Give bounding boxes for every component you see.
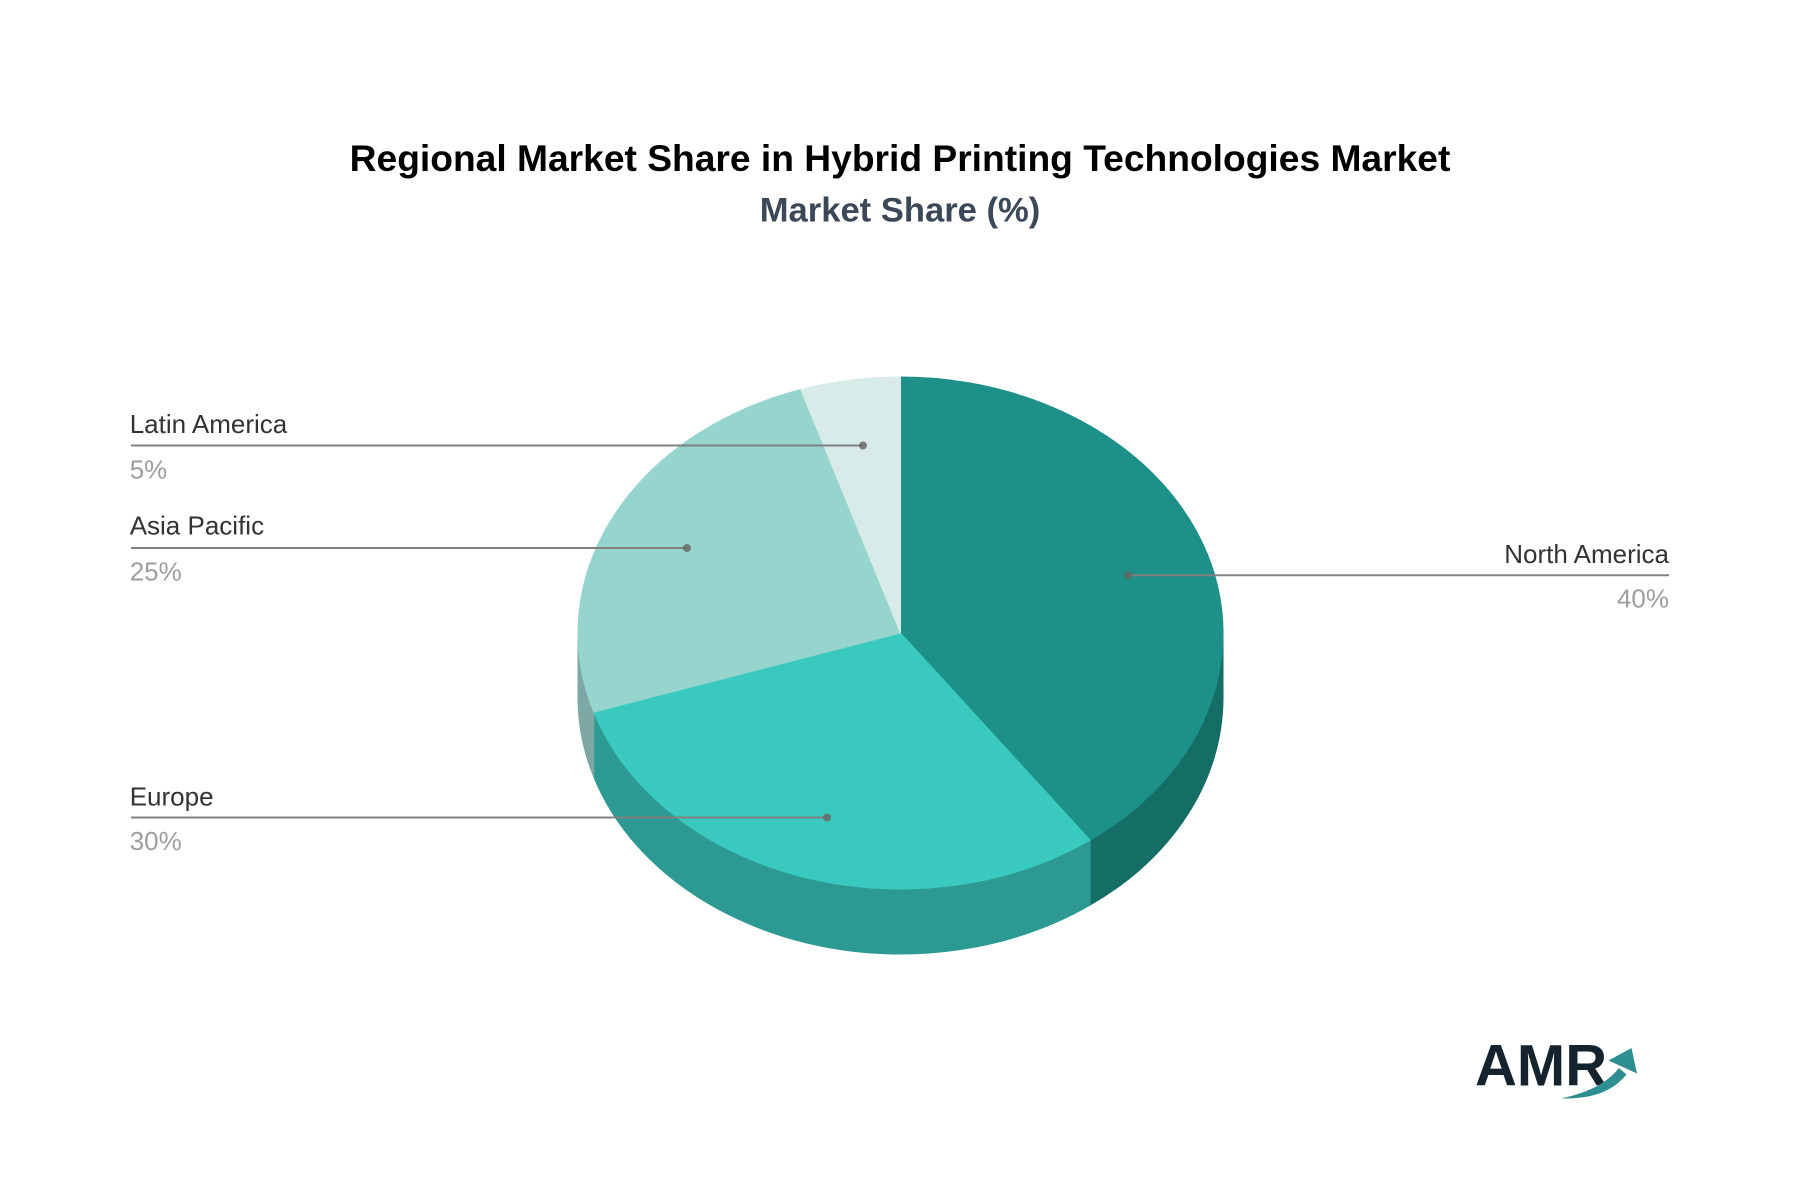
svg-text:Latin America: Latin America — [130, 409, 288, 439]
svg-text:AMR: AMR — [1475, 1034, 1607, 1099]
svg-text:40%: 40% — [1617, 583, 1669, 613]
svg-text:Asia Pacific: Asia Pacific — [130, 510, 264, 540]
svg-text:30%: 30% — [130, 826, 182, 856]
svg-text:Regional Market Share in Hybri: Regional Market Share in Hybrid Printing… — [350, 137, 1451, 179]
svg-text:25%: 25% — [130, 557, 182, 587]
svg-text:Europe: Europe — [130, 781, 214, 811]
svg-text:Market Share (%): Market Share (%) — [760, 192, 1041, 230]
svg-text:5%: 5% — [130, 454, 168, 484]
svg-text:North America: North America — [1504, 539, 1669, 569]
